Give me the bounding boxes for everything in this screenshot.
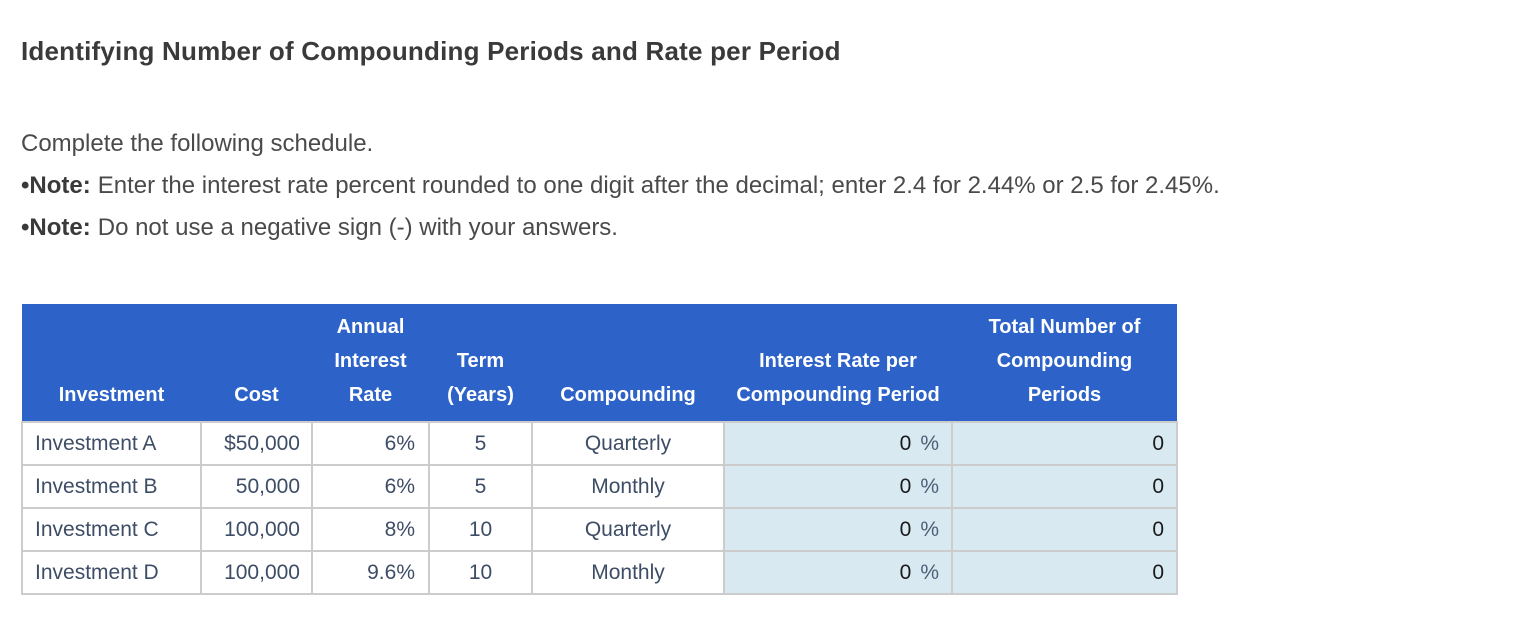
total-periods-input[interactable] [963, 560, 1164, 585]
rate-per-period-cell: % [723, 464, 953, 509]
exercise-page: Identifying Number of Compounding Period… [21, 36, 1516, 595]
intro-text: Complete the following schedule. [21, 130, 374, 157]
rate-per-period-cell: % [723, 421, 953, 466]
term-cell: 5 [428, 421, 533, 466]
cost-cell: 50,000 [200, 464, 313, 509]
rate-per-period-input[interactable] [735, 560, 912, 585]
investment-name-cell: Investment B [21, 464, 202, 509]
compounding-cell: Monthly [531, 464, 725, 509]
column-header-compounding: Compounding [532, 304, 724, 422]
annual-rate-cell: 6% [311, 464, 430, 509]
compounding-cell: Monthly [531, 550, 725, 595]
rate-per-period-cell: % [723, 550, 953, 595]
term-cell: 10 [428, 507, 533, 552]
column-header-investment: Investment [22, 304, 201, 422]
term-cell: 5 [428, 464, 533, 509]
bullet-icon: • [21, 214, 30, 241]
percent-suffix: % [920, 474, 939, 498]
investment-name-cell: Investment C [21, 507, 202, 552]
rate-per-period-input[interactable] [735, 517, 912, 542]
note-item: •Note: Do not use a negative sign (-) wit… [21, 207, 1516, 249]
column-header-cost: Cost [201, 304, 312, 422]
cost-cell: $50,000 [200, 421, 313, 466]
table-row: Investment B 50,000 6% 5 Monthly % [21, 464, 1178, 509]
cost-cell: 100,000 [200, 507, 313, 552]
compounding-cell: Quarterly [531, 507, 725, 552]
header-row: Investment Cost Annual Interest Rate Ter… [22, 304, 1177, 422]
cost-cell: 100,000 [200, 550, 313, 595]
investment-name-cell: Investment D [21, 550, 202, 595]
total-periods-cell [951, 550, 1178, 595]
table-row: Investment A $50,000 6% 5 Quarterly % [21, 421, 1178, 466]
percent-suffix: % [920, 560, 939, 584]
term-cell: 10 [428, 550, 533, 595]
page-title: Identifying Number of Compounding Period… [21, 36, 841, 66]
investment-name-cell: Investment A [21, 421, 202, 466]
annual-rate-cell: 8% [311, 507, 430, 552]
column-header-term-years: Term (Years) [429, 304, 532, 422]
note-label: Note: [29, 214, 91, 241]
bullet-icon: • [21, 172, 30, 199]
total-periods-cell [951, 421, 1178, 466]
table-row: Investment C 100,000 8% 10 Quarterly % [21, 507, 1178, 552]
schedule-table: Investment Cost Annual Interest Rate Ter… [21, 304, 1178, 595]
note-item: •Note: Enter the interest rate percent ro… [21, 165, 1516, 207]
percent-suffix: % [920, 431, 939, 455]
table-row: Investment D 100,000 9.6% 10 Monthly % [21, 550, 1178, 595]
column-header-interest-rate-per-period: Interest Rate per Compounding Period [724, 304, 952, 422]
note-text: Do not use a negative sign (-) with your… [97, 214, 618, 241]
compounding-cell: Quarterly [531, 421, 725, 466]
percent-suffix: % [920, 517, 939, 541]
column-header-total-periods: Total Number of Compounding Periods [952, 304, 1177, 422]
rate-per-period-cell: % [723, 507, 953, 552]
total-periods-cell [951, 464, 1178, 509]
note-label: Note: [29, 172, 91, 199]
annual-rate-cell: 6% [311, 421, 430, 466]
rate-per-period-input[interactable] [735, 431, 912, 456]
total-periods-input[interactable] [963, 474, 1164, 499]
note-text: Enter the interest rate percent rounded … [97, 172, 1220, 199]
rate-per-period-input[interactable] [735, 474, 912, 499]
total-periods-input[interactable] [963, 517, 1164, 542]
annual-rate-cell: 9.6% [311, 550, 430, 595]
total-periods-input[interactable] [963, 431, 1164, 456]
column-header-annual-interest-rate: Annual Interest Rate [312, 304, 429, 422]
instructions-block: Complete the following schedule. •Note: E… [21, 123, 1516, 249]
total-periods-cell [951, 507, 1178, 552]
